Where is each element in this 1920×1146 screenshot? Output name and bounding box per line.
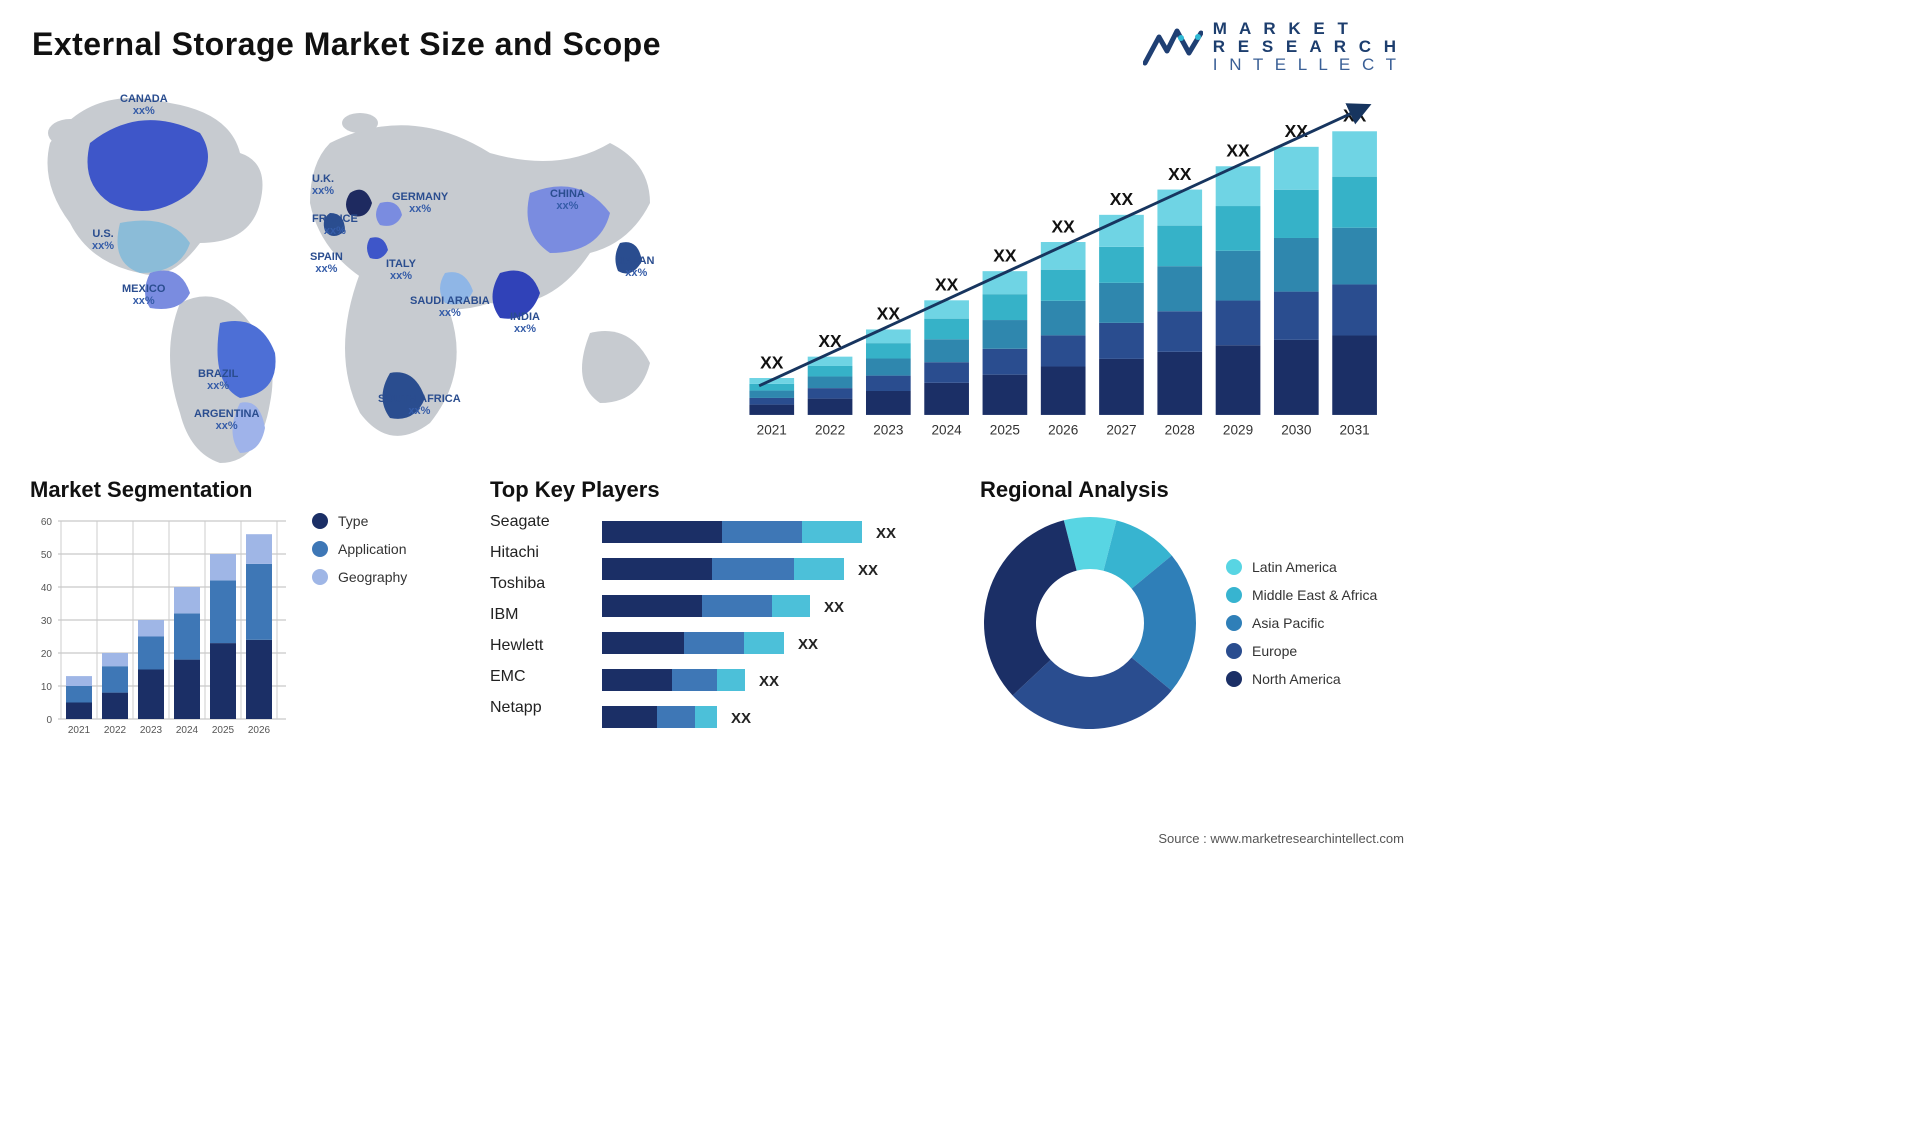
- svg-text:2031: 2031: [1339, 422, 1369, 437]
- player-toshiba: Toshiba: [490, 575, 580, 593]
- logo-mark: [1143, 25, 1203, 69]
- region-latin-america: Latin America: [1226, 559, 1377, 575]
- region-europe: Europe: [1226, 643, 1377, 659]
- world-map-svg: [30, 73, 690, 463]
- players-title: Top Key Players: [490, 477, 960, 503]
- svg-text:XX: XX: [1226, 141, 1250, 161]
- svg-text:40: 40: [41, 583, 53, 594]
- map-label-china: CHINAxx%: [550, 188, 585, 212]
- regional-donut: [980, 513, 1200, 733]
- map-label-u-s-: U.S.xx%: [92, 228, 114, 252]
- svg-text:2022: 2022: [815, 422, 845, 437]
- svg-text:2023: 2023: [873, 422, 903, 437]
- map-label-germany: GERMANYxx%: [392, 191, 448, 215]
- svg-text:60: 60: [41, 517, 53, 528]
- map-label-saudi-arabia: SAUDI ARABIAxx%: [410, 295, 490, 319]
- svg-text:XX: XX: [1168, 164, 1192, 184]
- regional-section: Regional Analysis Latin America Middle Ea…: [980, 471, 1410, 743]
- map-label-u-k-: U.K.xx%: [312, 173, 334, 197]
- player-emc: EMC: [490, 668, 580, 686]
- svg-text:XX: XX: [877, 304, 901, 324]
- svg-text:2022: 2022: [104, 725, 127, 736]
- map-label-india: INDIAxx%: [510, 311, 540, 335]
- source-attribution: Source : www.marketresearchintellect.com: [1158, 831, 1404, 846]
- svg-text:20: 20: [41, 649, 53, 660]
- svg-text:XX: XX: [798, 636, 818, 653]
- player-hitachi: Hitachi: [490, 544, 580, 562]
- svg-text:XX: XX: [760, 352, 784, 372]
- seg-legend-type: Type: [312, 513, 407, 529]
- map-label-spain: SPAINxx%: [310, 251, 343, 275]
- map-label-south-africa: SOUTH AFRICAxx%: [378, 393, 461, 417]
- infographic-root: { "title": "External Storage Market Size…: [0, 0, 1440, 860]
- segmentation-legend: Type Application Geography: [312, 513, 407, 585]
- svg-text:2024: 2024: [176, 725, 199, 736]
- map-label-canada: CANADAxx%: [120, 93, 168, 117]
- svg-text:2024: 2024: [932, 422, 963, 437]
- map-label-italy: ITALYxx%: [386, 258, 416, 282]
- regional-title: Regional Analysis: [980, 477, 1410, 503]
- players-chart: XX XX XX XX XX XX: [598, 513, 938, 743]
- map-label-argentina: ARGENTINAxx%: [194, 408, 259, 432]
- player-netapp: Netapp: [490, 699, 580, 717]
- svg-text:2030: 2030: [1281, 422, 1312, 437]
- svg-text:2025: 2025: [990, 422, 1020, 437]
- seg-legend-geography: Geography: [312, 569, 407, 585]
- bottom-row: Market Segmentation 0 10 20 30 40 50 60 2021 202…: [30, 471, 1410, 743]
- svg-text:2021: 2021: [757, 422, 787, 437]
- svg-text:XX: XX: [876, 525, 896, 542]
- segmentation-section: Market Segmentation 0 10 20 30 40 50 60 2021 202…: [30, 471, 470, 743]
- map-label-japan: JAPANxx%: [618, 255, 654, 279]
- growth-chart: XX 2021 XX 2022 XX 2023 XX 2024 XX 2025 XX 2026 XX 20…: [730, 73, 1410, 463]
- svg-text:2029: 2029: [1223, 422, 1253, 437]
- region-asia-pacific: Asia Pacific: [1226, 615, 1377, 631]
- map-label-mexico: MEXICOxx%: [122, 283, 165, 307]
- players-section: Top Key Players Seagate Hitachi Toshiba IBM…: [490, 471, 960, 743]
- svg-text:2023: 2023: [140, 725, 163, 736]
- svg-text:XX: XX: [935, 275, 959, 295]
- top-row: CANADAxx% U.S.xx% MEXICOxx% BRAZILxx% ARGENT…: [30, 73, 1410, 463]
- svg-text:XX: XX: [1110, 189, 1134, 209]
- svg-text:XX: XX: [858, 562, 878, 579]
- map-label-brazil: BRAZILxx%: [198, 368, 238, 392]
- svg-text:XX: XX: [1052, 216, 1076, 236]
- regional-legend: Latin America Middle East & Africa Asia Pa…: [1226, 559, 1377, 687]
- seg-legend-application: Application: [312, 541, 407, 557]
- segmentation-chart: 0 10 20 30 40 50 60 2021 2022 2023 2024 2025 2026: [30, 513, 290, 743]
- svg-text:2025: 2025: [212, 725, 235, 736]
- player-seagate: Seagate: [490, 513, 580, 531]
- players-list: Seagate Hitachi Toshiba IBM Hewlett EMC Netapp: [490, 513, 580, 743]
- svg-text:2026: 2026: [1048, 422, 1078, 437]
- logo-line3: I N T E L L E C T: [1213, 56, 1400, 74]
- player-ibm: IBM: [490, 606, 580, 624]
- svg-text:10: 10: [41, 682, 53, 693]
- region-middle-east-africa: Middle East & Africa: [1226, 587, 1377, 603]
- svg-text:XX: XX: [759, 673, 779, 690]
- brand-logo: M A R K E T R E S E A R C H I N T E L L …: [1143, 20, 1400, 74]
- svg-text:2028: 2028: [1165, 422, 1195, 437]
- logo-line2: R E S E A R C H: [1213, 38, 1400, 56]
- svg-text:XX: XX: [993, 245, 1017, 265]
- svg-text:50: 50: [41, 550, 53, 561]
- svg-text:2026: 2026: [248, 725, 271, 736]
- svg-text:2027: 2027: [1106, 422, 1136, 437]
- svg-text:0: 0: [46, 715, 52, 726]
- segmentation-title: Market Segmentation: [30, 477, 470, 503]
- svg-text:2021: 2021: [68, 725, 91, 736]
- growth-chart-svg: XX 2021 XX 2022 XX 2023 XX 2024 XX 2025 XX 2026 XX 20…: [730, 73, 1410, 452]
- world-map: CANADAxx% U.S.xx% MEXICOxx% BRAZILxx% ARGENT…: [30, 73, 690, 463]
- svg-text:XX: XX: [824, 599, 844, 616]
- map-label-france: FRANCExx%: [312, 213, 358, 237]
- region-north-america: North America: [1226, 671, 1377, 687]
- svg-text:XX: XX: [731, 710, 751, 727]
- player-hewlett: Hewlett: [490, 637, 580, 655]
- logo-line1: M A R K E T: [1213, 20, 1400, 38]
- svg-text:30: 30: [41, 616, 53, 627]
- logo-text: M A R K E T R E S E A R C H I N T E L L …: [1213, 20, 1400, 74]
